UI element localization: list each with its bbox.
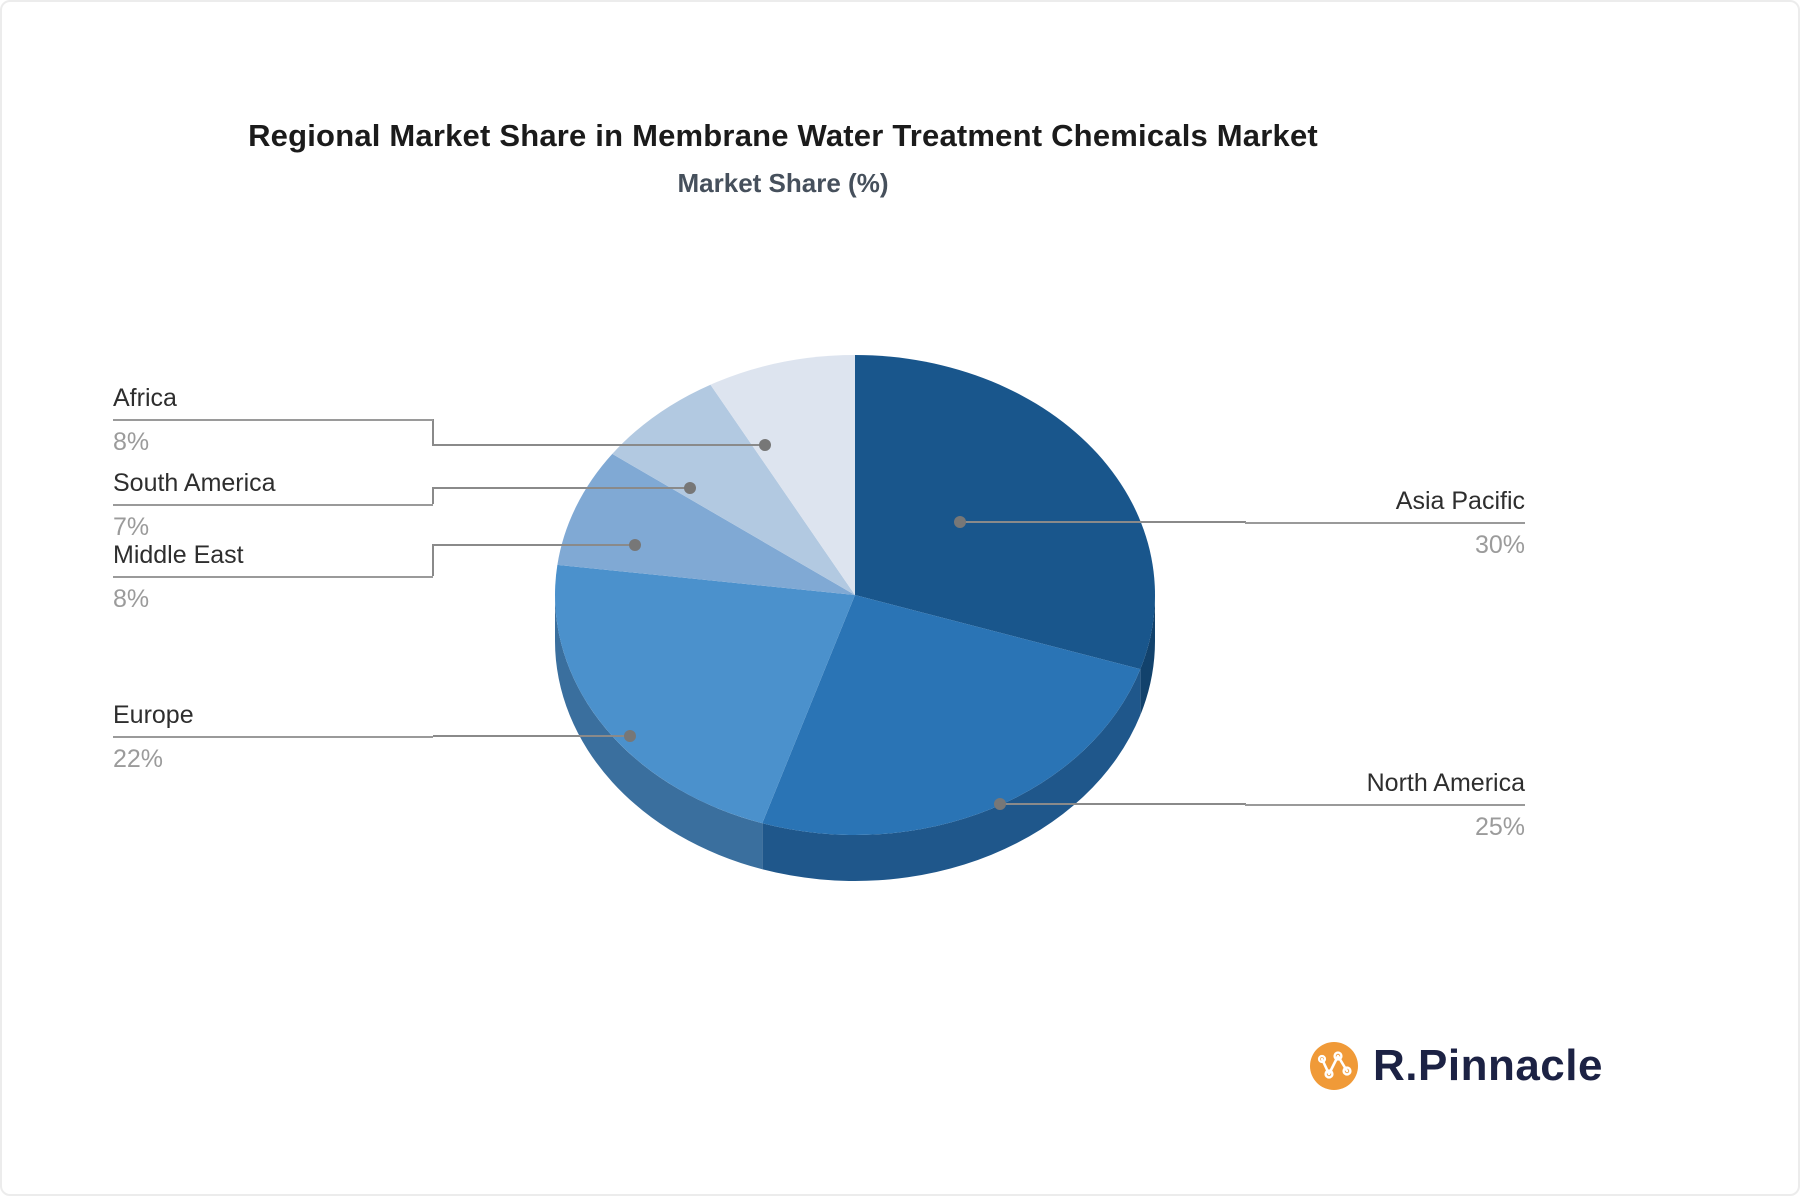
- slice-value: 22%: [113, 745, 164, 773]
- slice-label: Asia Pacific: [1245, 486, 1525, 524]
- slice-value: 8%: [113, 428, 150, 456]
- slice-value: 7%: [113, 513, 150, 541]
- callout-europe: Europe 22%: [113, 700, 433, 774]
- slice-label: North America: [1245, 768, 1525, 806]
- callout-south-america: South America 7%: [113, 468, 433, 542]
- pie-slice-north-america: [762, 595, 1141, 835]
- pie-slice-middle-east: [557, 453, 855, 595]
- slice-label: Middle East: [113, 540, 433, 578]
- leader-dot: [954, 516, 966, 528]
- pie-slice-europe: [555, 564, 855, 824]
- slice-label: Europe: [113, 700, 433, 738]
- leader-dot: [629, 539, 641, 551]
- slice-value: 25%: [1474, 813, 1525, 841]
- leader-dot: [994, 798, 1006, 810]
- network-nodes-icon: [1310, 1042, 1358, 1090]
- pie-slice-side: [555, 595, 763, 870]
- leader-dot: [759, 439, 771, 451]
- callout-middle-east: Middle East 8%: [113, 540, 433, 614]
- chart-subtitle: Market Share (%): [677, 168, 889, 198]
- pie-slice-south-america: [612, 384, 855, 595]
- callout-asia-pacific: Asia Pacific 30%: [1245, 486, 1525, 560]
- leader-line: [432, 419, 765, 446]
- pie-slice-africa: [710, 355, 855, 595]
- callout-north-america: North America 25%: [1245, 768, 1525, 842]
- pie-slice-side: [1140, 595, 1155, 716]
- leader-dot: [624, 730, 636, 742]
- slice-value: 30%: [1474, 531, 1525, 559]
- slice-value: 8%: [113, 585, 150, 613]
- slice-label: South America: [113, 468, 433, 506]
- chart-title: Regional Market Share in Membrane Water …: [248, 118, 1318, 153]
- slice-label: Africa: [113, 383, 433, 421]
- brand-name: R.Pinnacle: [1373, 1041, 1603, 1090]
- pie-slice-side: [762, 669, 1141, 881]
- leader-line: [432, 544, 635, 576]
- leader-dot: [684, 482, 696, 494]
- pie-slice-asia-pacific: [855, 355, 1156, 670]
- brand-logo: R.Pinnacle: [1308, 1040, 1603, 1092]
- callout-africa: Africa 8%: [113, 383, 433, 457]
- leader-line: [432, 487, 690, 504]
